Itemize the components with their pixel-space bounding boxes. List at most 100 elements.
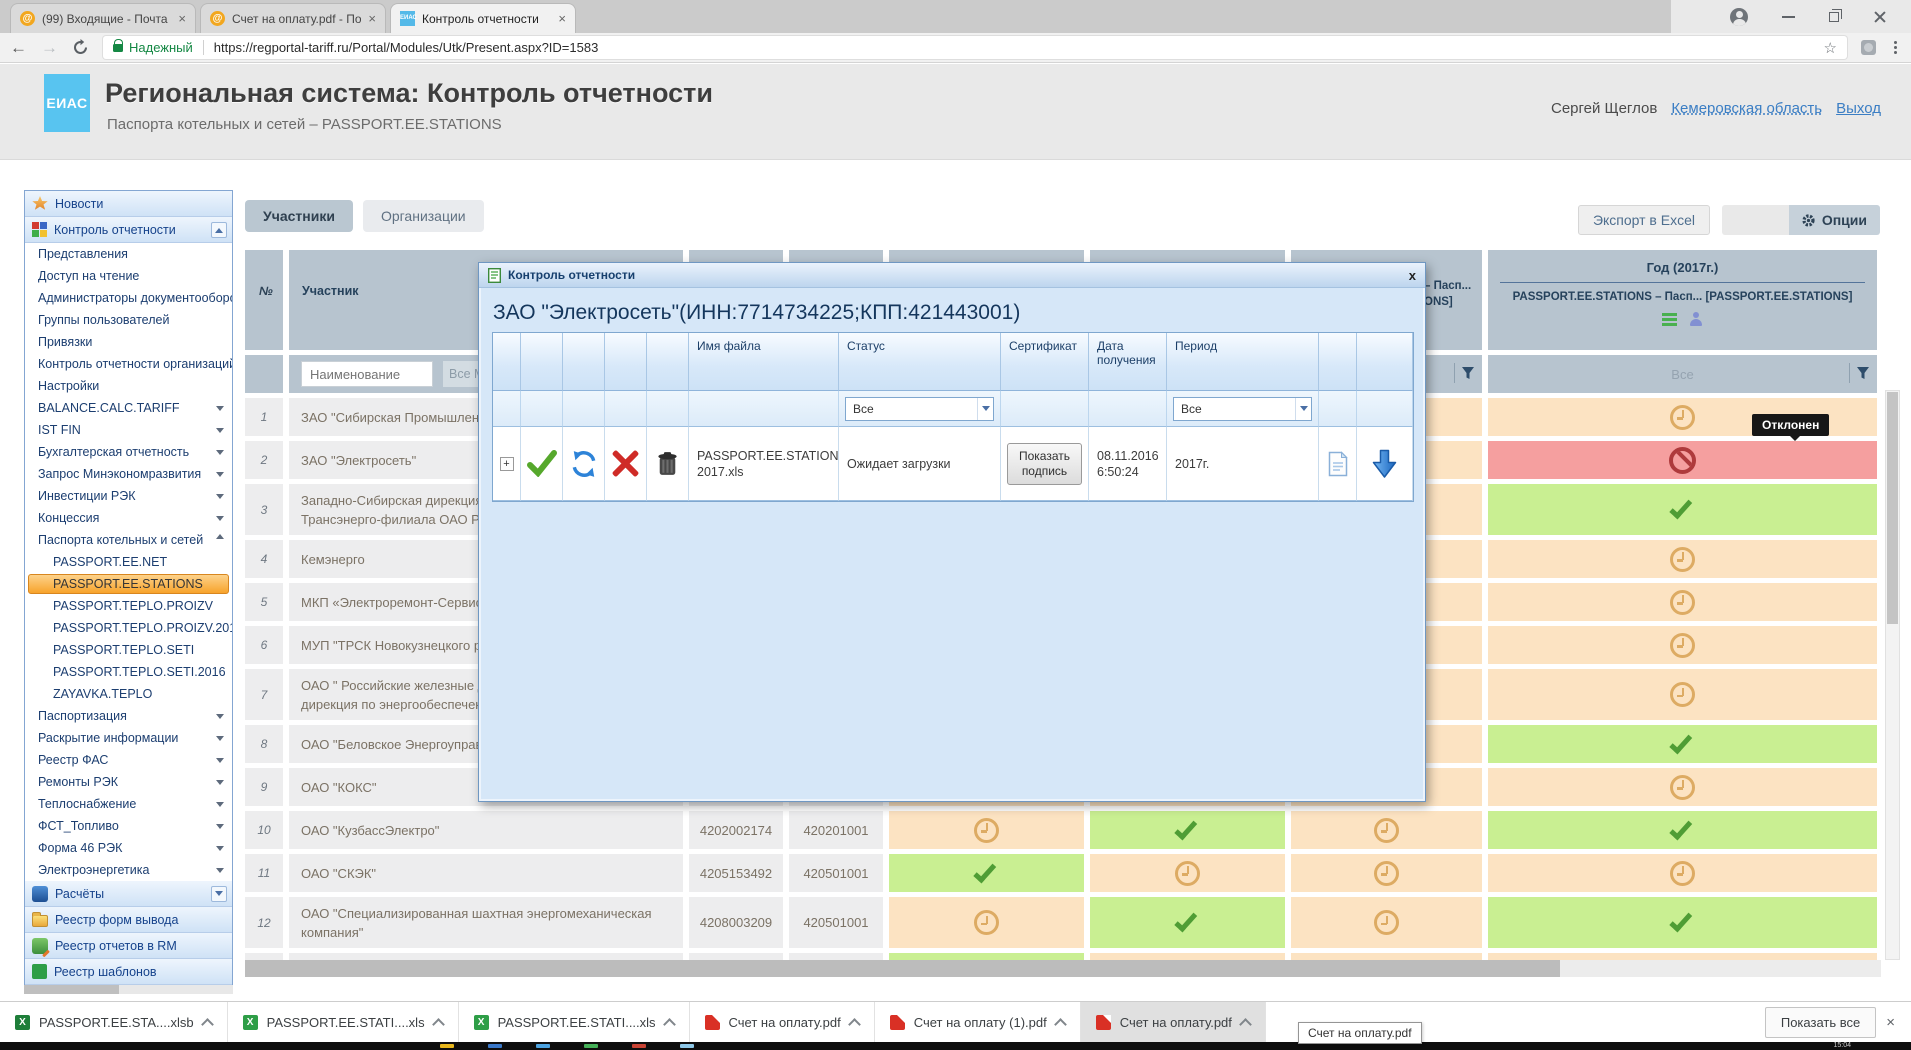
download-item[interactable]: X PASSPORT.EE.STATI....xls (228, 1002, 459, 1042)
sidebar-item[interactable]: Реестр ФАС (25, 749, 232, 771)
sidebar-item[interactable]: Паспортизация (25, 705, 232, 727)
collapse-toggle-button[interactable] (211, 885, 227, 902)
show-all-downloads-button[interactable]: Показать все (1764, 1006, 1877, 1038)
region-link[interactable]: Кемеровская область (1671, 100, 1823, 117)
browser-tab[interactable]: ЕИАС Контроль отчетности × (390, 3, 576, 33)
sidebar-item[interactable]: ФСТ_Топливо (25, 815, 232, 837)
status-filter-select[interactable]: Все (845, 396, 994, 421)
sidebar-section-folder[interactable]: Реестр форм вывода (25, 907, 232, 933)
sidebar-section-mosaic[interactable]: Контроль отчетности (25, 217, 232, 243)
sidebar-section-report[interactable]: Реестр отчетов в RM (25, 933, 232, 959)
status-cell-pending[interactable] (1291, 897, 1482, 948)
status-cell-pending[interactable] (1488, 626, 1877, 664)
browser-menu-icon[interactable] (1894, 46, 1897, 49)
modal-close-button[interactable]: x (1408, 267, 1416, 283)
sidebar-item[interactable]: ZAYAVKA.TEPLO (25, 683, 232, 705)
list-icon[interactable] (1662, 312, 1677, 326)
close-downloads-bar-button[interactable]: × (1886, 1013, 1895, 1031)
show-signature-button[interactable]: Показать подпись (1007, 442, 1082, 485)
sidebar-item[interactable]: Представления (25, 243, 232, 265)
tab-close-icon[interactable]: × (178, 11, 186, 26)
collapse-toggle-button[interactable] (211, 221, 227, 238)
sidebar-item[interactable]: Доступ на чтение (25, 265, 232, 287)
download-item[interactable]: X PASSPORT.EE.STATI....xls (459, 1002, 690, 1042)
status-cell-pending[interactable] (1291, 854, 1482, 892)
period-filter-select[interactable]: Все (1173, 396, 1312, 421)
sidebar-item[interactable]: PASSPORT.EE.STATIONS (28, 574, 229, 594)
status-cell-pending[interactable] (889, 897, 1084, 948)
status-cell-pending[interactable] (1291, 953, 1482, 960)
refresh-icon[interactable] (570, 450, 598, 478)
page-icon[interactable] (1328, 450, 1348, 477)
sidebar-item[interactable]: PASSPORT.TEPLO.PROIZV.2016 (25, 617, 232, 639)
participant-name-cell[interactable]: ОАО "КузбассЭлектро" (289, 811, 683, 849)
sidebar-item[interactable]: Теплоснабжение (25, 793, 232, 815)
status-cell-pending[interactable] (1488, 540, 1877, 578)
sidebar-item[interactable]: Настройки (25, 375, 232, 397)
options-blank-segment[interactable] (1722, 205, 1789, 235)
sidebar-item[interactable]: Электроэнергетика (25, 859, 232, 881)
sidebar-item[interactable]: Группы пользователей (25, 309, 232, 331)
modal-title-bar[interactable]: Контроль отчетности x (479, 263, 1425, 288)
horizontal-scrollbar[interactable] (245, 960, 1881, 977)
options-button[interactable]: Опции (1788, 205, 1880, 235)
status-cell-pending[interactable] (1488, 669, 1877, 720)
chevron-up-icon[interactable] (1053, 1018, 1067, 1031)
filter-funnel-icon[interactable] (1461, 366, 1475, 380)
sidebar-item[interactable]: PASSPORT.TEPLO.PROIZV (25, 595, 232, 617)
browser-tab[interactable]: @ (99) Входящие - Почта | × (10, 3, 196, 33)
sidebar-item[interactable]: IST FIN (25, 419, 232, 441)
sidebar-item[interactable]: Ремонты РЭК (25, 771, 232, 793)
sidebar-item[interactable]: Контроль отчетности организаций (25, 353, 232, 375)
status-cell-pending[interactable] (1488, 768, 1877, 806)
tab-close-icon[interactable]: × (368, 11, 376, 26)
sidebar-section-sigma[interactable]: Расчёты (25, 881, 232, 907)
sidebar-item[interactable]: BALANCE.CALC.TARIFF (25, 397, 232, 419)
sidebar-item[interactable]: PASSPORT.TEPLO.SETI.2016 (25, 661, 232, 683)
status-cell-approved[interactable] (889, 854, 1084, 892)
trash-icon[interactable] (656, 450, 679, 477)
bookmark-star-icon[interactable]: ☆ (1823, 39, 1837, 57)
sidebar-item[interactable]: Запрос Минэкономразвития (25, 463, 232, 485)
status-cell-approved[interactable] (1488, 811, 1877, 849)
chevron-up-icon[interactable] (200, 1018, 214, 1031)
status-cell-pending[interactable] (1090, 953, 1285, 960)
back-button[interactable]: ← (10, 38, 27, 57)
sidebar-item[interactable]: Концессия (25, 507, 232, 529)
sidebar-item[interactable]: PASSPORT.EE.NET (25, 551, 232, 573)
sidebar-item[interactable]: Привязки (25, 331, 232, 353)
status-cell-pending[interactable] (1090, 854, 1285, 892)
sidebar-item[interactable]: Инвестиции РЭК (25, 485, 232, 507)
status-cell-approved[interactable] (889, 953, 1084, 960)
extension-icon[interactable] (1861, 40, 1876, 55)
download-item[interactable]: X PASSPORT.EE.STA....xlsb (0, 1002, 228, 1042)
person-icon[interactable] (1689, 312, 1703, 326)
vertical-scrollbar[interactable] (1885, 390, 1900, 960)
status-cell-pending[interactable] (1488, 854, 1877, 892)
name-filter-input[interactable] (301, 361, 433, 387)
profile-icon[interactable] (1730, 7, 1748, 26)
file-name-cell[interactable]: PASSPORT.EE.STATIONS 2017.xls (689, 427, 847, 501)
chevron-up-icon[interactable] (1239, 1018, 1252, 1031)
browser-tab[interactable]: @ Счет на оплату.pdf - По × (200, 3, 386, 33)
download-item[interactable]: Счет на оплату.pdf (1080, 1002, 1266, 1042)
status-filter-value[interactable]: Все (1671, 366, 1694, 382)
minimize-button[interactable] (1782, 15, 1795, 18)
status-cell-approved[interactable] (1488, 725, 1877, 763)
export-excel-button[interactable]: Экспорт в Excel (1577, 205, 1710, 235)
approve-icon[interactable] (526, 450, 557, 477)
participant-name-cell[interactable]: ОАО "СКЭК" (289, 854, 683, 892)
reload-button[interactable] (72, 39, 89, 56)
tab-organizations[interactable]: Организации (362, 200, 484, 232)
status-cell-approved[interactable] (1488, 897, 1877, 948)
chevron-up-icon[interactable] (847, 1018, 861, 1031)
sidebar-item[interactable]: Раскрытие информации (25, 727, 232, 749)
sidebar-section-excel[interactable]: Реестр шаблонов (25, 959, 232, 985)
sidebar-item[interactable]: Форма 46 РЭК (25, 837, 232, 859)
download-arrow-icon[interactable] (1371, 449, 1398, 479)
sidebar-item[interactable]: Бухгалтерская отчетность (25, 441, 232, 463)
status-cell-pending[interactable] (889, 811, 1084, 849)
status-cell-approved[interactable] (1488, 484, 1877, 535)
sidebar-item[interactable]: PASSPORT.TEPLO.SETI (25, 639, 232, 661)
sidebar-scrollbar[interactable] (24, 985, 233, 994)
